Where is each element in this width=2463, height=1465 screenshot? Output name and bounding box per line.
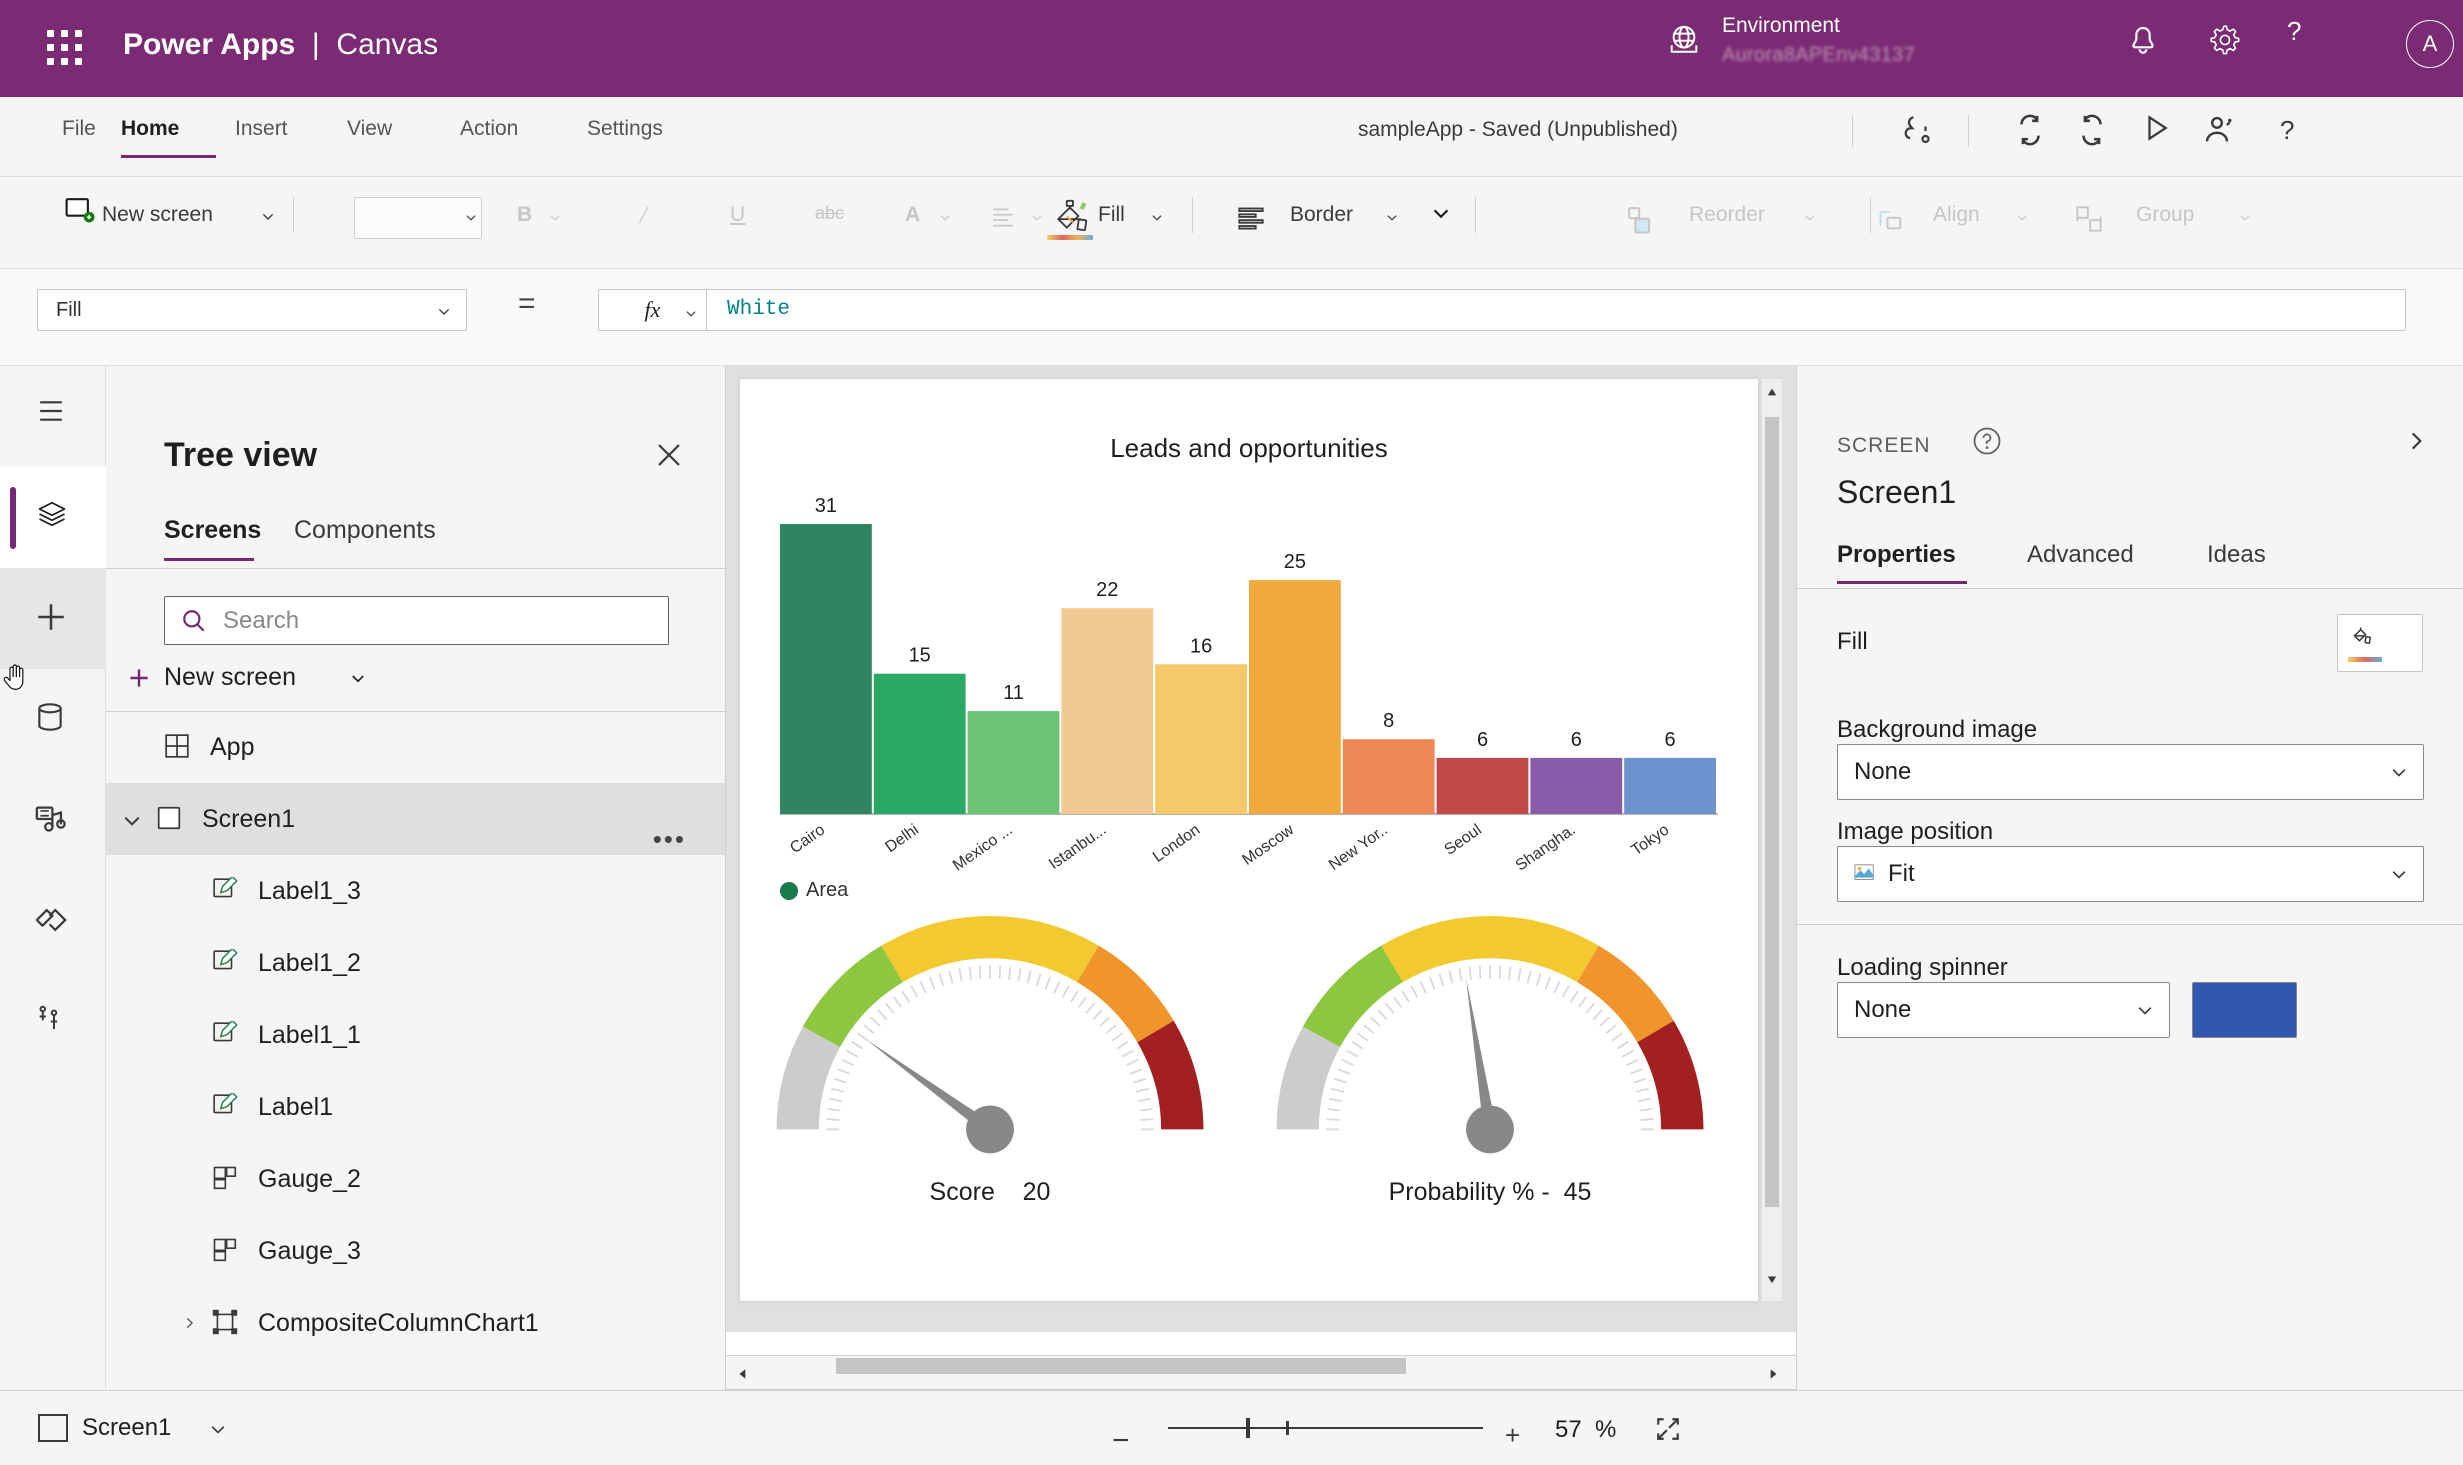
svg-text:16: 16	[1190, 635, 1212, 657]
svg-text:Tokyo: Tokyo	[1628, 821, 1672, 859]
svg-text:15: 15	[909, 645, 931, 667]
svg-text:London: London	[1150, 821, 1203, 866]
svg-text:New Yor..: New Yor..	[1326, 821, 1391, 874]
svg-text:31: 31	[815, 495, 837, 517]
svg-text:22: 22	[1096, 579, 1118, 601]
svg-text:6: 6	[1665, 729, 1676, 751]
svg-text:6: 6	[1477, 729, 1488, 751]
svg-text:Delhi: Delhi	[882, 821, 922, 856]
svg-text:Istanbu...: Istanbu...	[1046, 821, 1110, 873]
svg-text:Mexico ...: Mexico ...	[950, 821, 1016, 874]
svg-text:6: 6	[1571, 729, 1582, 751]
svg-text:Cairo: Cairo	[787, 821, 828, 857]
svg-text:Moscow: Moscow	[1239, 821, 1297, 869]
svg-text:Shangha.: Shangha.	[1513, 821, 1579, 874]
svg-text:Seoul: Seoul	[1442, 821, 1485, 858]
svg-text:11: 11	[1003, 682, 1024, 704]
svg-text:25: 25	[1284, 551, 1306, 573]
svg-text:8: 8	[1383, 710, 1394, 732]
